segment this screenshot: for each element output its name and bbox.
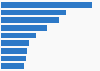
Bar [1, 25, 47, 31]
Bar [1, 56, 26, 61]
Bar [1, 63, 24, 69]
Bar [1, 48, 27, 54]
Bar [1, 10, 66, 15]
Bar [1, 2, 92, 8]
Bar [1, 17, 59, 23]
Bar [1, 33, 36, 38]
Bar [1, 40, 29, 46]
